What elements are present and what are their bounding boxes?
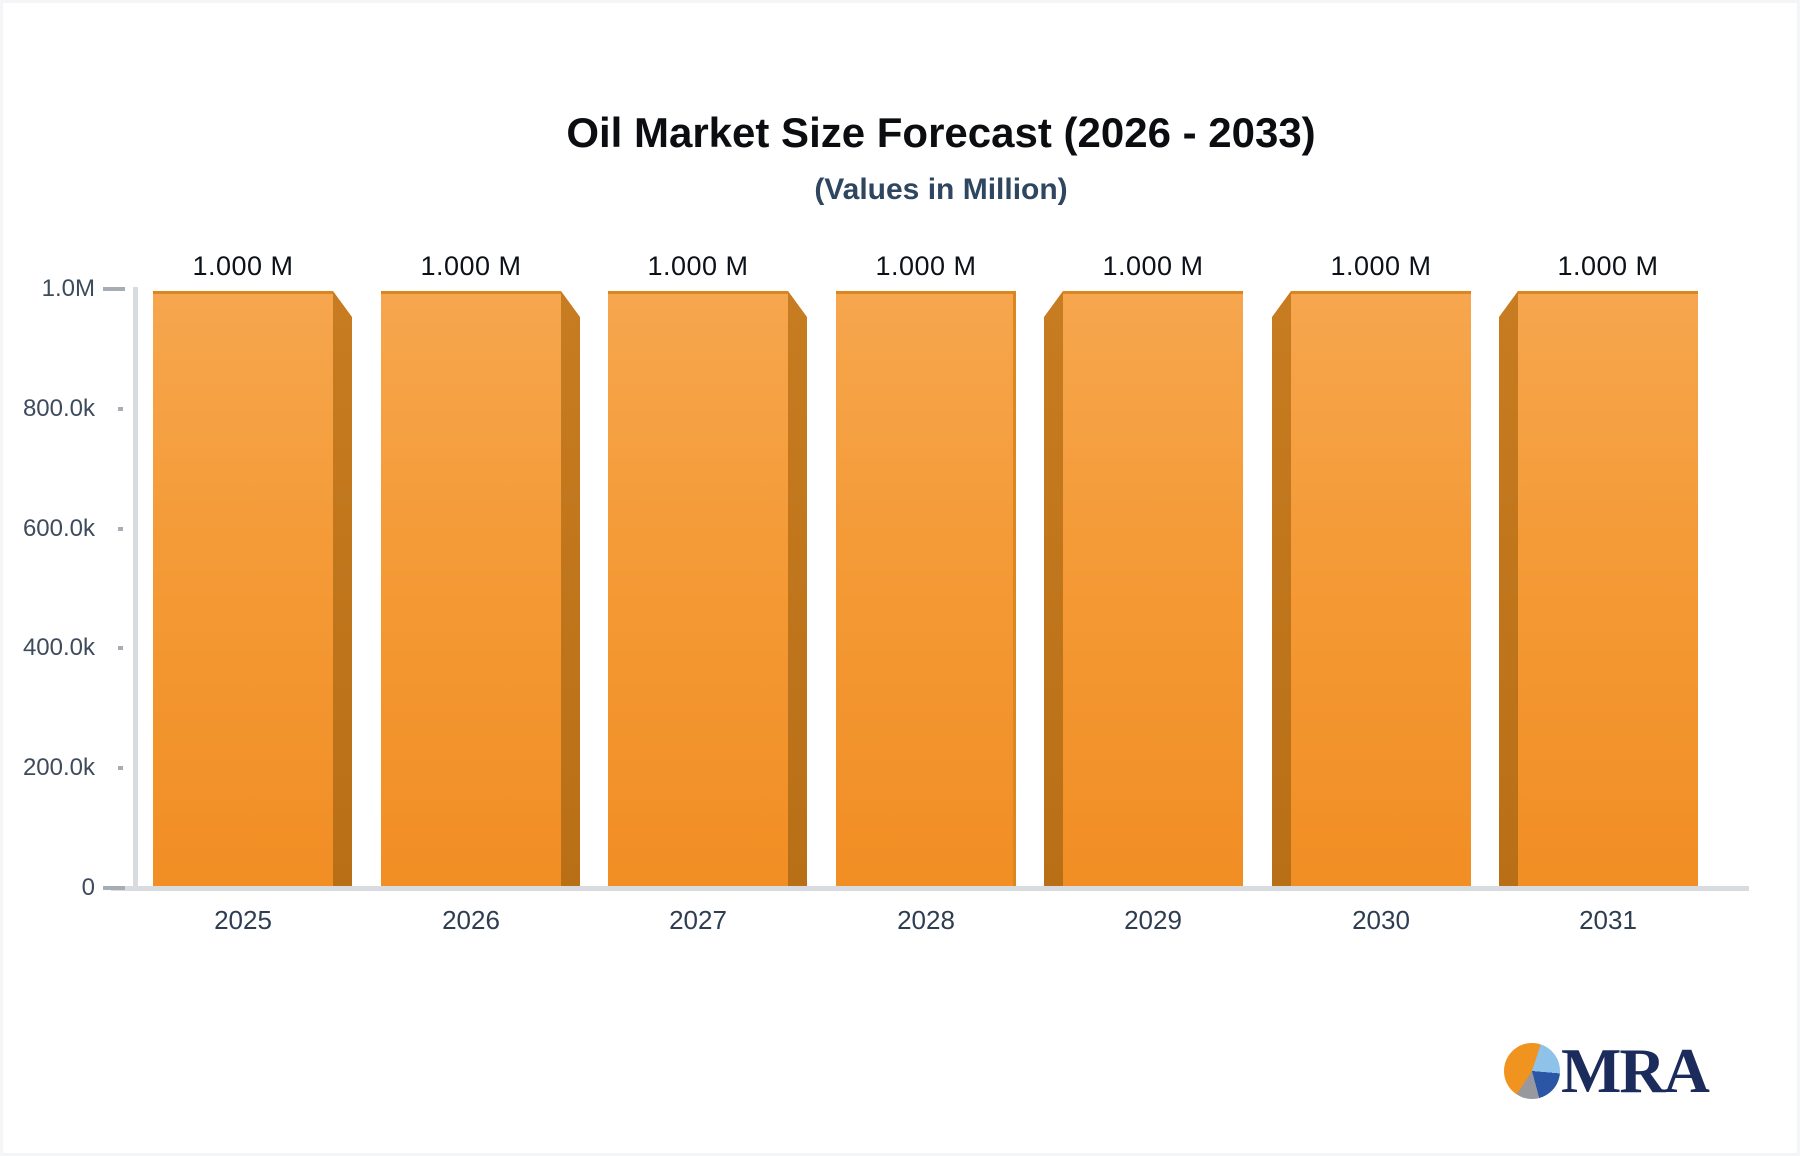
x-tick-label-2025: 2025 — [214, 905, 272, 935]
bar-2028 — [836, 291, 1016, 886]
bar-value-label-2030: 1.000 M — [1330, 251, 1432, 281]
y-tick-marker — [103, 287, 125, 291]
x-tick-label-2029: 2029 — [1124, 905, 1182, 935]
x-axis-line — [111, 886, 1749, 891]
bar-side-face-2029 — [1044, 291, 1063, 886]
bar-2025 — [153, 291, 333, 886]
x-tick-label-2028: 2028 — [897, 905, 955, 935]
x-tick-label-2026: 2026 — [442, 905, 500, 935]
brand-logo: MRA — [1504, 1035, 1710, 1107]
bar-value-label-2027: 1.000 M — [647, 251, 749, 281]
bar-2026 — [381, 291, 561, 886]
y-tick-label: 400.0k — [22, 634, 95, 662]
y-tick-marker — [118, 526, 123, 531]
chart-subtitle: (Values in Million) — [814, 173, 1068, 207]
x-tick-label-2030: 2030 — [1352, 905, 1410, 935]
bar-2030 — [1291, 291, 1471, 886]
title-block: Oil Market Size Forecast (2026 - 2033) (… — [133, 109, 1749, 207]
y-axis-line — [133, 287, 138, 891]
bar-value-label-2028: 1.000 M — [875, 251, 977, 281]
bar-value-label-2029: 1.000 M — [1102, 251, 1204, 281]
bar-side-face-2031 — [1499, 291, 1518, 886]
bar-value-label-2026: 1.000 M — [420, 251, 522, 281]
y-tick-label: 0 — [81, 874, 95, 901]
x-tick-label-2031: 2031 — [1579, 905, 1637, 935]
y-tick-label: 600.0k — [22, 514, 95, 542]
bar-side-face-2030 — [1272, 291, 1291, 886]
bar-value-label-2025: 1.000 M — [192, 251, 294, 281]
bar-2031 — [1518, 291, 1698, 886]
y-tick-label: 800.0k — [22, 394, 95, 422]
chart-title: Oil Market Size Forecast (2026 - 2033) — [566, 109, 1316, 156]
y-tick-marker — [103, 886, 125, 890]
bar-side-face-2025 — [333, 291, 352, 886]
y-tick-label: 200.0k — [22, 754, 95, 782]
bar-value-label-2031: 1.000 M — [1557, 251, 1659, 281]
pie-chart-logo-icon — [1504, 1043, 1560, 1099]
logo-text: MRA — [1561, 1035, 1710, 1106]
y-tick-marker — [118, 646, 123, 651]
bar-2027 — [608, 291, 788, 886]
y-tick-label: 1.0M — [41, 275, 95, 302]
bar-side-face-2027 — [788, 291, 807, 886]
bar-2029 — [1063, 291, 1243, 886]
x-tick-label-2027: 2027 — [669, 905, 727, 935]
y-tick-marker — [118, 406, 123, 411]
y-tick-marker — [118, 766, 123, 771]
bar-side-face-2026 — [561, 291, 580, 886]
